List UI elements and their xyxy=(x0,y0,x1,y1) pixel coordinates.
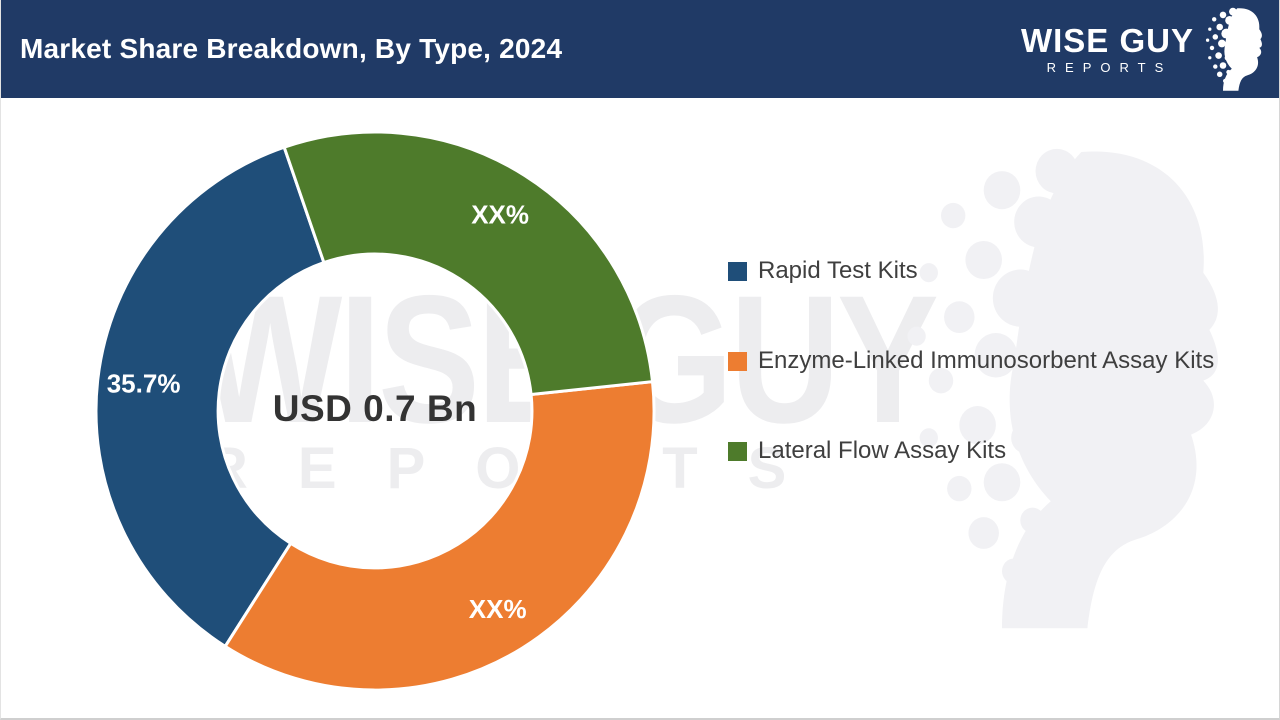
chart-legend: Rapid Test Kits Enzyme-Linked Immunosorb… xyxy=(728,257,1215,528)
legend-swatch xyxy=(728,261,747,281)
legend-label: Rapid Test Kits xyxy=(758,257,918,284)
brand-logo: WISE GUY REPORTS xyxy=(1021,5,1270,93)
chart-center-value: USD 0.7 Bn xyxy=(272,388,478,429)
header-bar: Market Share Breakdown, By Type, 2024 WI… xyxy=(0,0,1280,98)
segment-value-label: XX% xyxy=(471,199,529,229)
legend-item-elisa-kits: Enzyme-Linked Immunosorbent Assay Kits xyxy=(728,347,1215,374)
legend-swatch xyxy=(728,351,747,371)
page-title: Market Share Breakdown, By Type, 2024 xyxy=(20,33,563,64)
brand-subtitle: REPORTS xyxy=(1046,60,1173,75)
dotted-head-profile-icon xyxy=(1205,7,1262,91)
legend-item-rapid-test-kits: Rapid Test Kits xyxy=(728,257,1214,284)
segment-value-label: 35.7% xyxy=(107,369,181,399)
brand-name: WISE GUY xyxy=(1020,22,1194,59)
legend-label: Lateral Flow Assay Kits xyxy=(758,437,1007,464)
legend-label: Enzyme-Linked Immunosorbent Assay Kits xyxy=(758,347,1215,374)
brand-logo-text: WISE GUY REPORTS xyxy=(1021,24,1194,74)
legend-item-lateral-flow-assay-kits: Lateral Flow Assay Kits xyxy=(728,437,1214,464)
segment-value-label: XX% xyxy=(469,594,527,624)
legend-swatch xyxy=(728,441,747,461)
